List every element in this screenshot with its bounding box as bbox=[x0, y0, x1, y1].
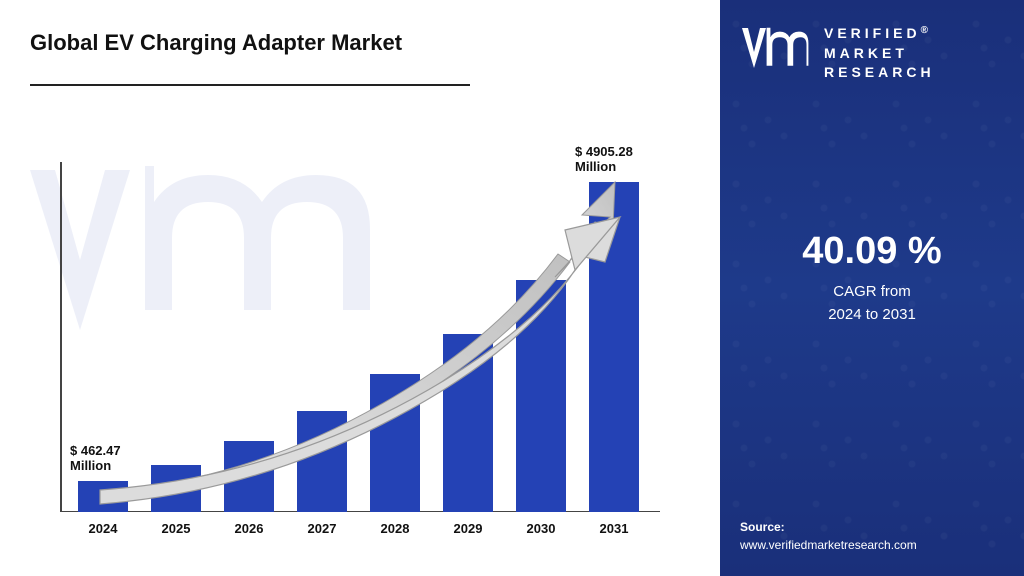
logo-line-2: MARKET bbox=[824, 45, 908, 61]
bar bbox=[589, 182, 639, 512]
year-label: 2030 bbox=[511, 521, 571, 536]
bar bbox=[151, 465, 201, 512]
last-bar-value-label: $ 4905.28Million bbox=[575, 144, 633, 174]
bar bbox=[443, 334, 493, 512]
year-label: 2028 bbox=[365, 521, 425, 536]
right-panel: VERIFIED® MARKET RESEARCH 40.09 % CAGR f… bbox=[720, 0, 1024, 576]
vmr-logo-icon bbox=[740, 24, 812, 76]
year-label: 2026 bbox=[219, 521, 279, 536]
chart-title: Global EV Charging Adapter Market bbox=[30, 30, 690, 56]
logo-line-3: RESEARCH bbox=[824, 64, 935, 80]
bar bbox=[224, 441, 274, 512]
source-label: Source: bbox=[740, 518, 917, 536]
year-label: 2029 bbox=[438, 521, 498, 536]
bar bbox=[370, 374, 420, 512]
source-url: www.verifiedmarketresearch.com bbox=[740, 536, 917, 554]
year-label: 2031 bbox=[584, 521, 644, 536]
bar bbox=[78, 481, 128, 512]
bars-container bbox=[60, 162, 660, 512]
year-label: 2024 bbox=[73, 521, 133, 536]
brand-logo-text: VERIFIED® MARKET RESEARCH bbox=[824, 24, 935, 83]
source-block: Source: www.verifiedmarketresearch.com bbox=[740, 518, 917, 554]
cagr-value: 40.09 % bbox=[720, 230, 1024, 273]
bar-chart: $ 462.47Million $ 4905.28Million 2024202… bbox=[60, 156, 680, 536]
bar bbox=[516, 280, 566, 512]
cagr-subtitle: CAGR from 2024 to 2031 bbox=[720, 281, 1024, 326]
bar bbox=[297, 411, 347, 512]
registered-mark: ® bbox=[921, 25, 932, 36]
year-label: 2025 bbox=[146, 521, 206, 536]
cagr-block: 40.09 % CAGR from 2024 to 2031 bbox=[720, 230, 1024, 326]
logo-line-1: VERIFIED bbox=[824, 25, 921, 41]
first-bar-value-label: $ 462.47Million bbox=[70, 443, 121, 473]
year-label: 2027 bbox=[292, 521, 352, 536]
brand-logo: VERIFIED® MARKET RESEARCH bbox=[740, 24, 1004, 83]
title-underline bbox=[30, 84, 470, 86]
left-panel: Global EV Charging Adapter Market $ 462.… bbox=[0, 0, 720, 576]
